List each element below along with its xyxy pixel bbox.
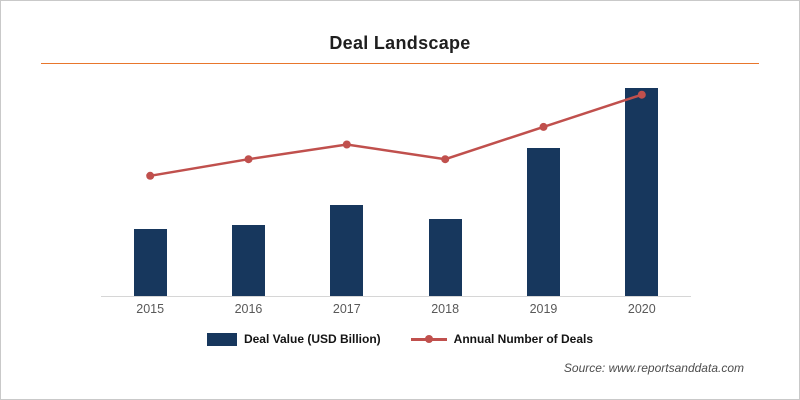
bar-column: [593, 81, 691, 296]
bar-series: [101, 81, 691, 296]
legend-label-deal-value: Deal Value (USD Billion): [243, 332, 381, 346]
bar-column: [396, 81, 494, 296]
x-axis-label: 2018: [431, 302, 460, 316]
x-axis-labels: 2015 2016 2017 2018 2019 2020: [101, 302, 691, 316]
legend: Deal Value (USD Billion) Annual Number o…: [1, 332, 799, 346]
x-axis-label: 2017: [332, 302, 361, 316]
legend-label-number-of-deals: Annual Number of Deals: [453, 332, 594, 346]
bar-column: [199, 81, 297, 296]
title-rule: [41, 63, 759, 64]
bar-column: [101, 81, 199, 296]
x-axis-label: 2015: [136, 302, 165, 316]
plot-area: [101, 81, 691, 297]
line-swatch-icon: [410, 335, 447, 343]
deal-value-bar: [428, 218, 462, 296]
bar-column: [494, 81, 592, 296]
x-axis-label: 2020: [627, 302, 656, 316]
bar-swatch-icon: [206, 332, 237, 346]
deal-value-bar: [231, 225, 265, 296]
chart-title: Deal Landscape: [329, 33, 471, 53]
deal-value-bar: [526, 148, 560, 296]
legend-item-number-of-deals: Annual Number of Deals: [410, 332, 594, 346]
source-attribution: Source: www.reportsanddata.com: [563, 361, 744, 375]
deal-value-bar: [133, 228, 167, 296]
bar-column: [298, 81, 396, 296]
legend-item-deal-value: Deal Value (USD Billion): [206, 332, 381, 346]
x-axis-label: 2016: [234, 302, 263, 316]
x-axis-label: 2019: [529, 302, 558, 316]
line-marker-icon: [424, 335, 433, 343]
deal-value-bar: [330, 205, 364, 296]
deal-value-bar: [625, 87, 659, 296]
